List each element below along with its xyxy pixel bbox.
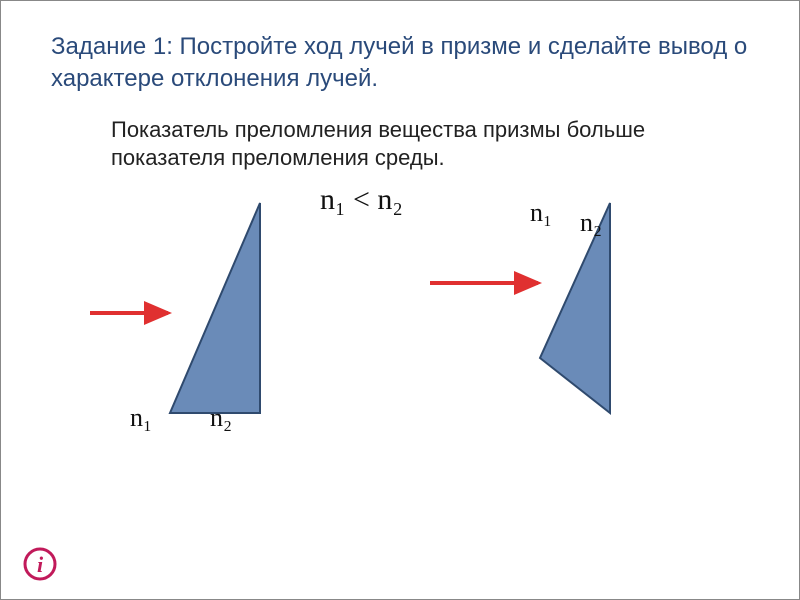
task-title: Задание 1: Постройте ход лучей в призме … <box>1 1 799 106</box>
label-n2-right: n₂ <box>580 208 602 238</box>
diagram-svg <box>50 183 750 463</box>
label-n1-right: n₁ <box>530 198 552 228</box>
info-icon[interactable]: i <box>23 547 57 581</box>
prism-left <box>170 203 260 413</box>
label-n1-left: n₁ <box>130 403 152 433</box>
body-text: Показатель преломления вещества призмы б… <box>1 106 799 173</box>
label-n2-left: n₂ <box>210 403 232 433</box>
svg-text:i: i <box>37 552 44 577</box>
slide: Задание 1: Постройте ход лучей в призме … <box>0 0 800 600</box>
diagram-area: n₁ < n₂ n₁ n₂ n₁ n₂ <box>50 183 750 503</box>
